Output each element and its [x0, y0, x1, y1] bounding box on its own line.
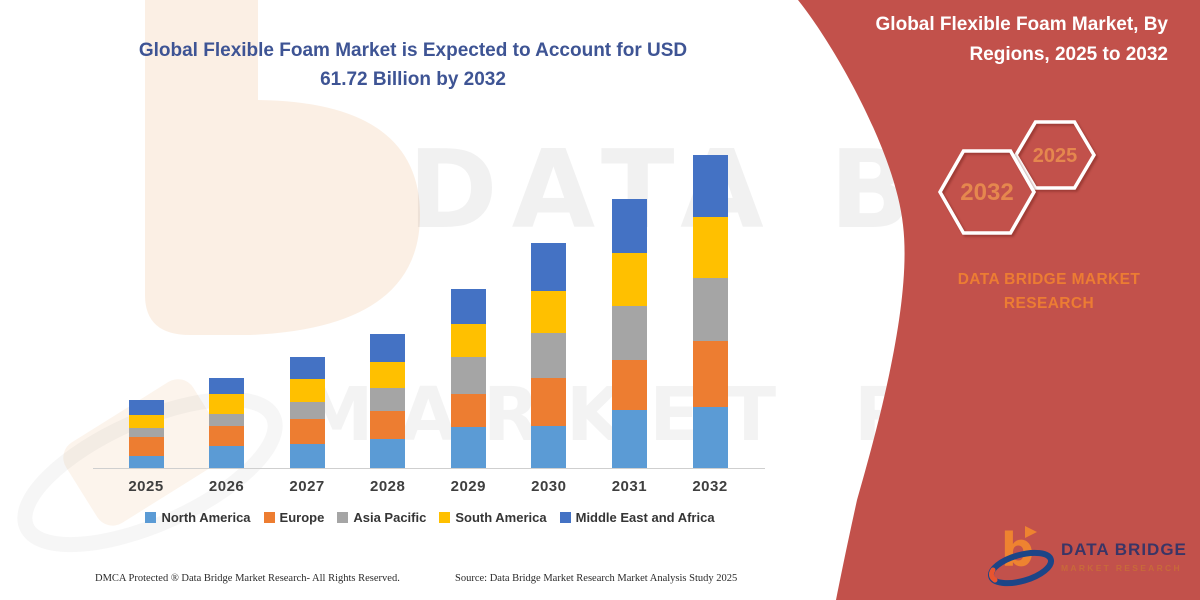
legend-label-north-america: North America — [161, 510, 251, 525]
bar-2027 — [289, 357, 325, 468]
bar-2027-segment-middle-east-and-africa — [289, 357, 325, 379]
bar-2025-segment-middle-east-and-africa — [128, 400, 164, 415]
x-axis-label-2025: 2025 — [128, 478, 164, 495]
bar-2028-segment-south-america — [370, 361, 406, 389]
bar-2025-segment-europe — [128, 437, 164, 456]
bar-2027-segment-north-america — [289, 444, 325, 468]
panel-heading: Global Flexible Foam Market, By Regions,… — [875, 14, 1168, 66]
legend-label-south-america: South America — [455, 510, 547, 525]
legend-item-europe: Europe — [263, 510, 325, 525]
chart-title: Global Flexible Foam Market is Expected … — [138, 40, 688, 91]
legend-swatch-middle-east-and-africa — [559, 512, 571, 523]
x-axis-line — [93, 468, 765, 469]
bar-2026-segment-north-america — [209, 446, 245, 468]
bar-2025-segment-south-america — [128, 414, 164, 428]
bar-2031-segment-europe — [611, 359, 647, 411]
bar-2029-segment-south-america — [450, 323, 486, 357]
source-note: Source: Data Bridge Market Research Mark… — [455, 573, 738, 584]
hexagon-2032-label: 2032 — [960, 179, 1013, 206]
bar-2029-segment-asia-pacific — [450, 356, 486, 394]
chart-legend: North America Europe Asia Pacific South Ame… — [95, 510, 765, 525]
legend-swatch-europe — [263, 512, 275, 523]
legend-item-north-america: North America — [145, 510, 251, 525]
dbmr-logo: b DATA BRIDGE MARKET RESEARCH — [985, 516, 1190, 591]
bar-2029-segment-europe — [450, 393, 486, 427]
hexagon-badges: 2025 2032 — [937, 120, 1097, 235]
bar-2026-segment-europe — [209, 426, 245, 447]
bar-2029-segment-middle-east-and-africa — [450, 288, 486, 324]
bar-2029-segment-north-america — [450, 426, 486, 468]
bar-2031-segment-middle-east-and-africa — [611, 199, 647, 254]
legend-label-middle-east-and-africa: Middle East and Africa — [575, 510, 715, 525]
bar-2028-segment-asia-pacific — [370, 388, 406, 412]
dbmr-logo-subtitle: MARKET RESEARCH — [1061, 563, 1182, 573]
legend-label-asia-pacific: Asia Pacific — [353, 510, 427, 525]
bar-2028 — [370, 333, 406, 468]
x-axis-label-2030: 2030 — [531, 478, 567, 495]
bar-2026 — [209, 378, 245, 468]
legend-swatch-north-america — [145, 512, 157, 523]
bar-2025-segment-asia-pacific — [128, 427, 164, 438]
hexagon-2025 — [1013, 120, 1097, 190]
bar-2028-segment-north-america — [370, 439, 406, 468]
legend-label-europe: Europe — [279, 510, 325, 525]
x-axis-label-2026: 2026 — [208, 478, 245, 495]
bar-2025 — [128, 400, 164, 468]
bar-2032-segment-south-america — [692, 217, 728, 279]
bar-2031-segment-asia-pacific — [611, 305, 647, 360]
bar-2026-segment-asia-pacific — [209, 414, 245, 427]
bar-2030-segment-europe — [531, 377, 567, 426]
legend-swatch-asia-pacific — [337, 512, 349, 523]
bar-2031 — [611, 199, 647, 468]
bar-2026-segment-middle-east-and-africa — [209, 378, 245, 395]
legend-item-middle-east-and-africa: Middle East and Africa — [559, 510, 715, 525]
bar-2030-segment-middle-east-and-africa — [531, 243, 567, 291]
bar-2027-segment-south-america — [289, 378, 325, 402]
dbmr-logo-emblem: b — [987, 523, 1055, 586]
bar-2032 — [692, 154, 728, 468]
legend-item-asia-pacific: Asia Pacific — [337, 510, 426, 525]
bar-2030-segment-south-america — [531, 290, 567, 333]
bar-2030-segment-asia-pacific — [531, 332, 567, 378]
x-axis-label-2029: 2029 — [450, 478, 486, 495]
bar-2028-segment-middle-east-and-africa — [370, 333, 406, 362]
bar-2028-segment-europe — [370, 411, 406, 440]
bar-2030 — [531, 243, 567, 468]
bar-2032-segment-europe — [692, 341, 728, 408]
bar-2032-segment-asia-pacific — [692, 278, 728, 342]
hexagon-2032 — [937, 149, 1037, 235]
x-axis-label-2027: 2027 — [289, 478, 325, 495]
dbmr-logo-name: DATA BRIDGE — [1061, 540, 1187, 559]
bar-2029 — [450, 288, 486, 468]
x-axis-label-2028: 2028 — [370, 478, 406, 495]
bar-2032-segment-north-america — [692, 407, 728, 468]
x-axis-label-2031: 2031 — [611, 478, 648, 495]
bar-2027-segment-europe — [289, 419, 325, 445]
bar-2027-segment-asia-pacific — [289, 401, 325, 420]
bar-2032-segment-middle-east-and-africa — [692, 154, 728, 218]
bar-2025-segment-north-america — [128, 455, 164, 468]
legend-item-south-america: South America — [439, 510, 547, 525]
legend-swatch-south-america — [439, 512, 451, 523]
panel-brand-text: DATA BRIDGE MARKET RESEARCH — [957, 271, 1141, 313]
hexagon-2025-label: 2025 — [1033, 145, 1078, 167]
bar-2026-segment-south-america — [209, 394, 245, 415]
bar-2031-segment-north-america — [611, 410, 647, 468]
bar-2030-segment-north-america — [531, 425, 567, 468]
bar-2031-segment-south-america — [611, 253, 647, 306]
dmca-notice: DMCA Protected ® Data Bridge Market Rese… — [95, 573, 400, 584]
x-axis-label-2032: 2032 — [692, 478, 728, 495]
